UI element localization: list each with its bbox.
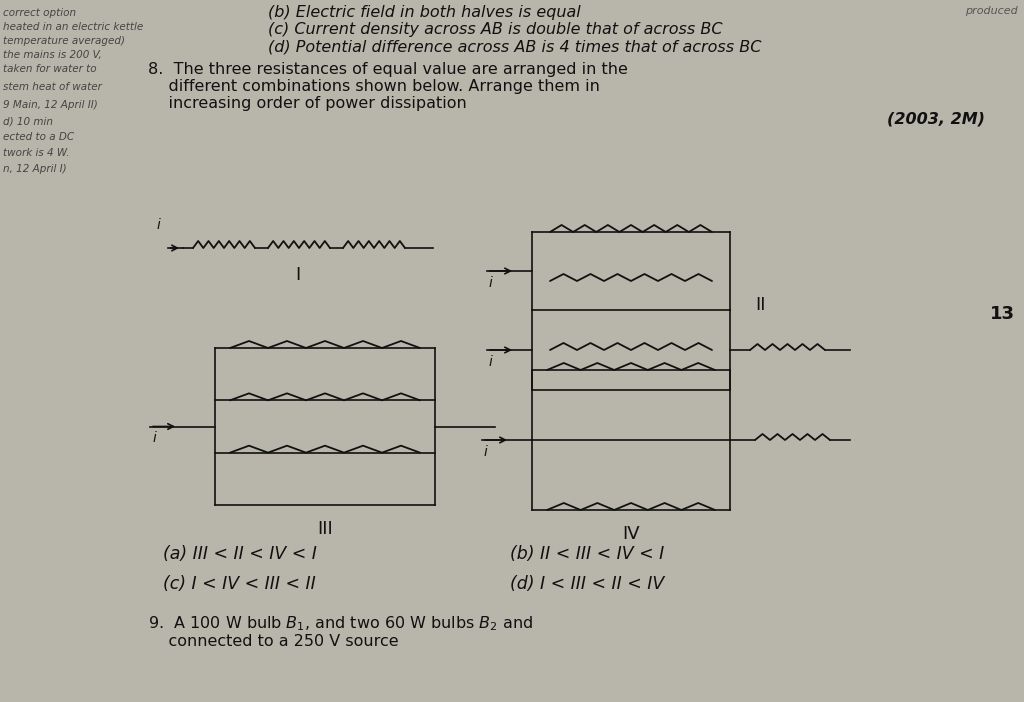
Text: i: i: [489, 276, 493, 290]
Text: taken for water to: taken for water to: [3, 64, 96, 74]
Text: connected to a 250 V source: connected to a 250 V source: [148, 634, 398, 649]
Text: (d) I < III < II < IV: (d) I < III < II < IV: [510, 575, 665, 593]
Text: increasing order of power dissipation: increasing order of power dissipation: [148, 96, 467, 111]
Text: 13: 13: [990, 305, 1015, 323]
Text: d) 10 min: d) 10 min: [3, 116, 53, 126]
Text: (c) Current density across AB is double that of across BC: (c) Current density across AB is double …: [268, 22, 723, 37]
Text: heated in an electric kettle: heated in an electric kettle: [3, 22, 143, 32]
Text: twork is 4 W.: twork is 4 W.: [3, 148, 70, 158]
Text: ected to a DC: ected to a DC: [3, 132, 74, 142]
Text: III: III: [317, 520, 333, 538]
Text: i: i: [484, 445, 487, 459]
Text: II: II: [755, 296, 766, 314]
Text: 8.  The three resistances of equal value are arranged in the: 8. The three resistances of equal value …: [148, 62, 628, 77]
Text: i: i: [489, 355, 493, 369]
Text: 9 Main, 12 April II): 9 Main, 12 April II): [3, 100, 97, 110]
Text: produced: produced: [966, 6, 1018, 16]
Text: (b) Electric field in both halves is equal: (b) Electric field in both halves is equ…: [268, 5, 581, 20]
Text: IV: IV: [623, 525, 640, 543]
Text: i: i: [156, 218, 160, 232]
Text: 9.  A 100 W bulb $B_1$, and two 60 W bulbs $B_2$ and: 9. A 100 W bulb $B_1$, and two 60 W bulb…: [148, 614, 534, 633]
Text: stem heat of water: stem heat of water: [3, 82, 101, 92]
Text: temperature averaged): temperature averaged): [3, 36, 125, 46]
Text: (b) II < III < IV < I: (b) II < III < IV < I: [510, 545, 665, 563]
Text: different combinations shown below. Arrange them in: different combinations shown below. Arra…: [148, 79, 600, 94]
Text: (d) Potential difference across AB is 4 times that of across BC: (d) Potential difference across AB is 4 …: [268, 40, 762, 55]
Text: correct option: correct option: [3, 8, 76, 18]
Text: n, 12 April I): n, 12 April I): [3, 164, 67, 174]
Text: the mains is 200 V,: the mains is 200 V,: [3, 50, 101, 60]
Text: (c) I < IV < III < II: (c) I < IV < III < II: [163, 575, 315, 593]
Text: I: I: [295, 266, 301, 284]
Text: i: i: [153, 432, 157, 446]
Text: (a) III < II < IV < I: (a) III < II < IV < I: [163, 545, 316, 563]
Text: (2003, 2M): (2003, 2M): [887, 112, 985, 127]
